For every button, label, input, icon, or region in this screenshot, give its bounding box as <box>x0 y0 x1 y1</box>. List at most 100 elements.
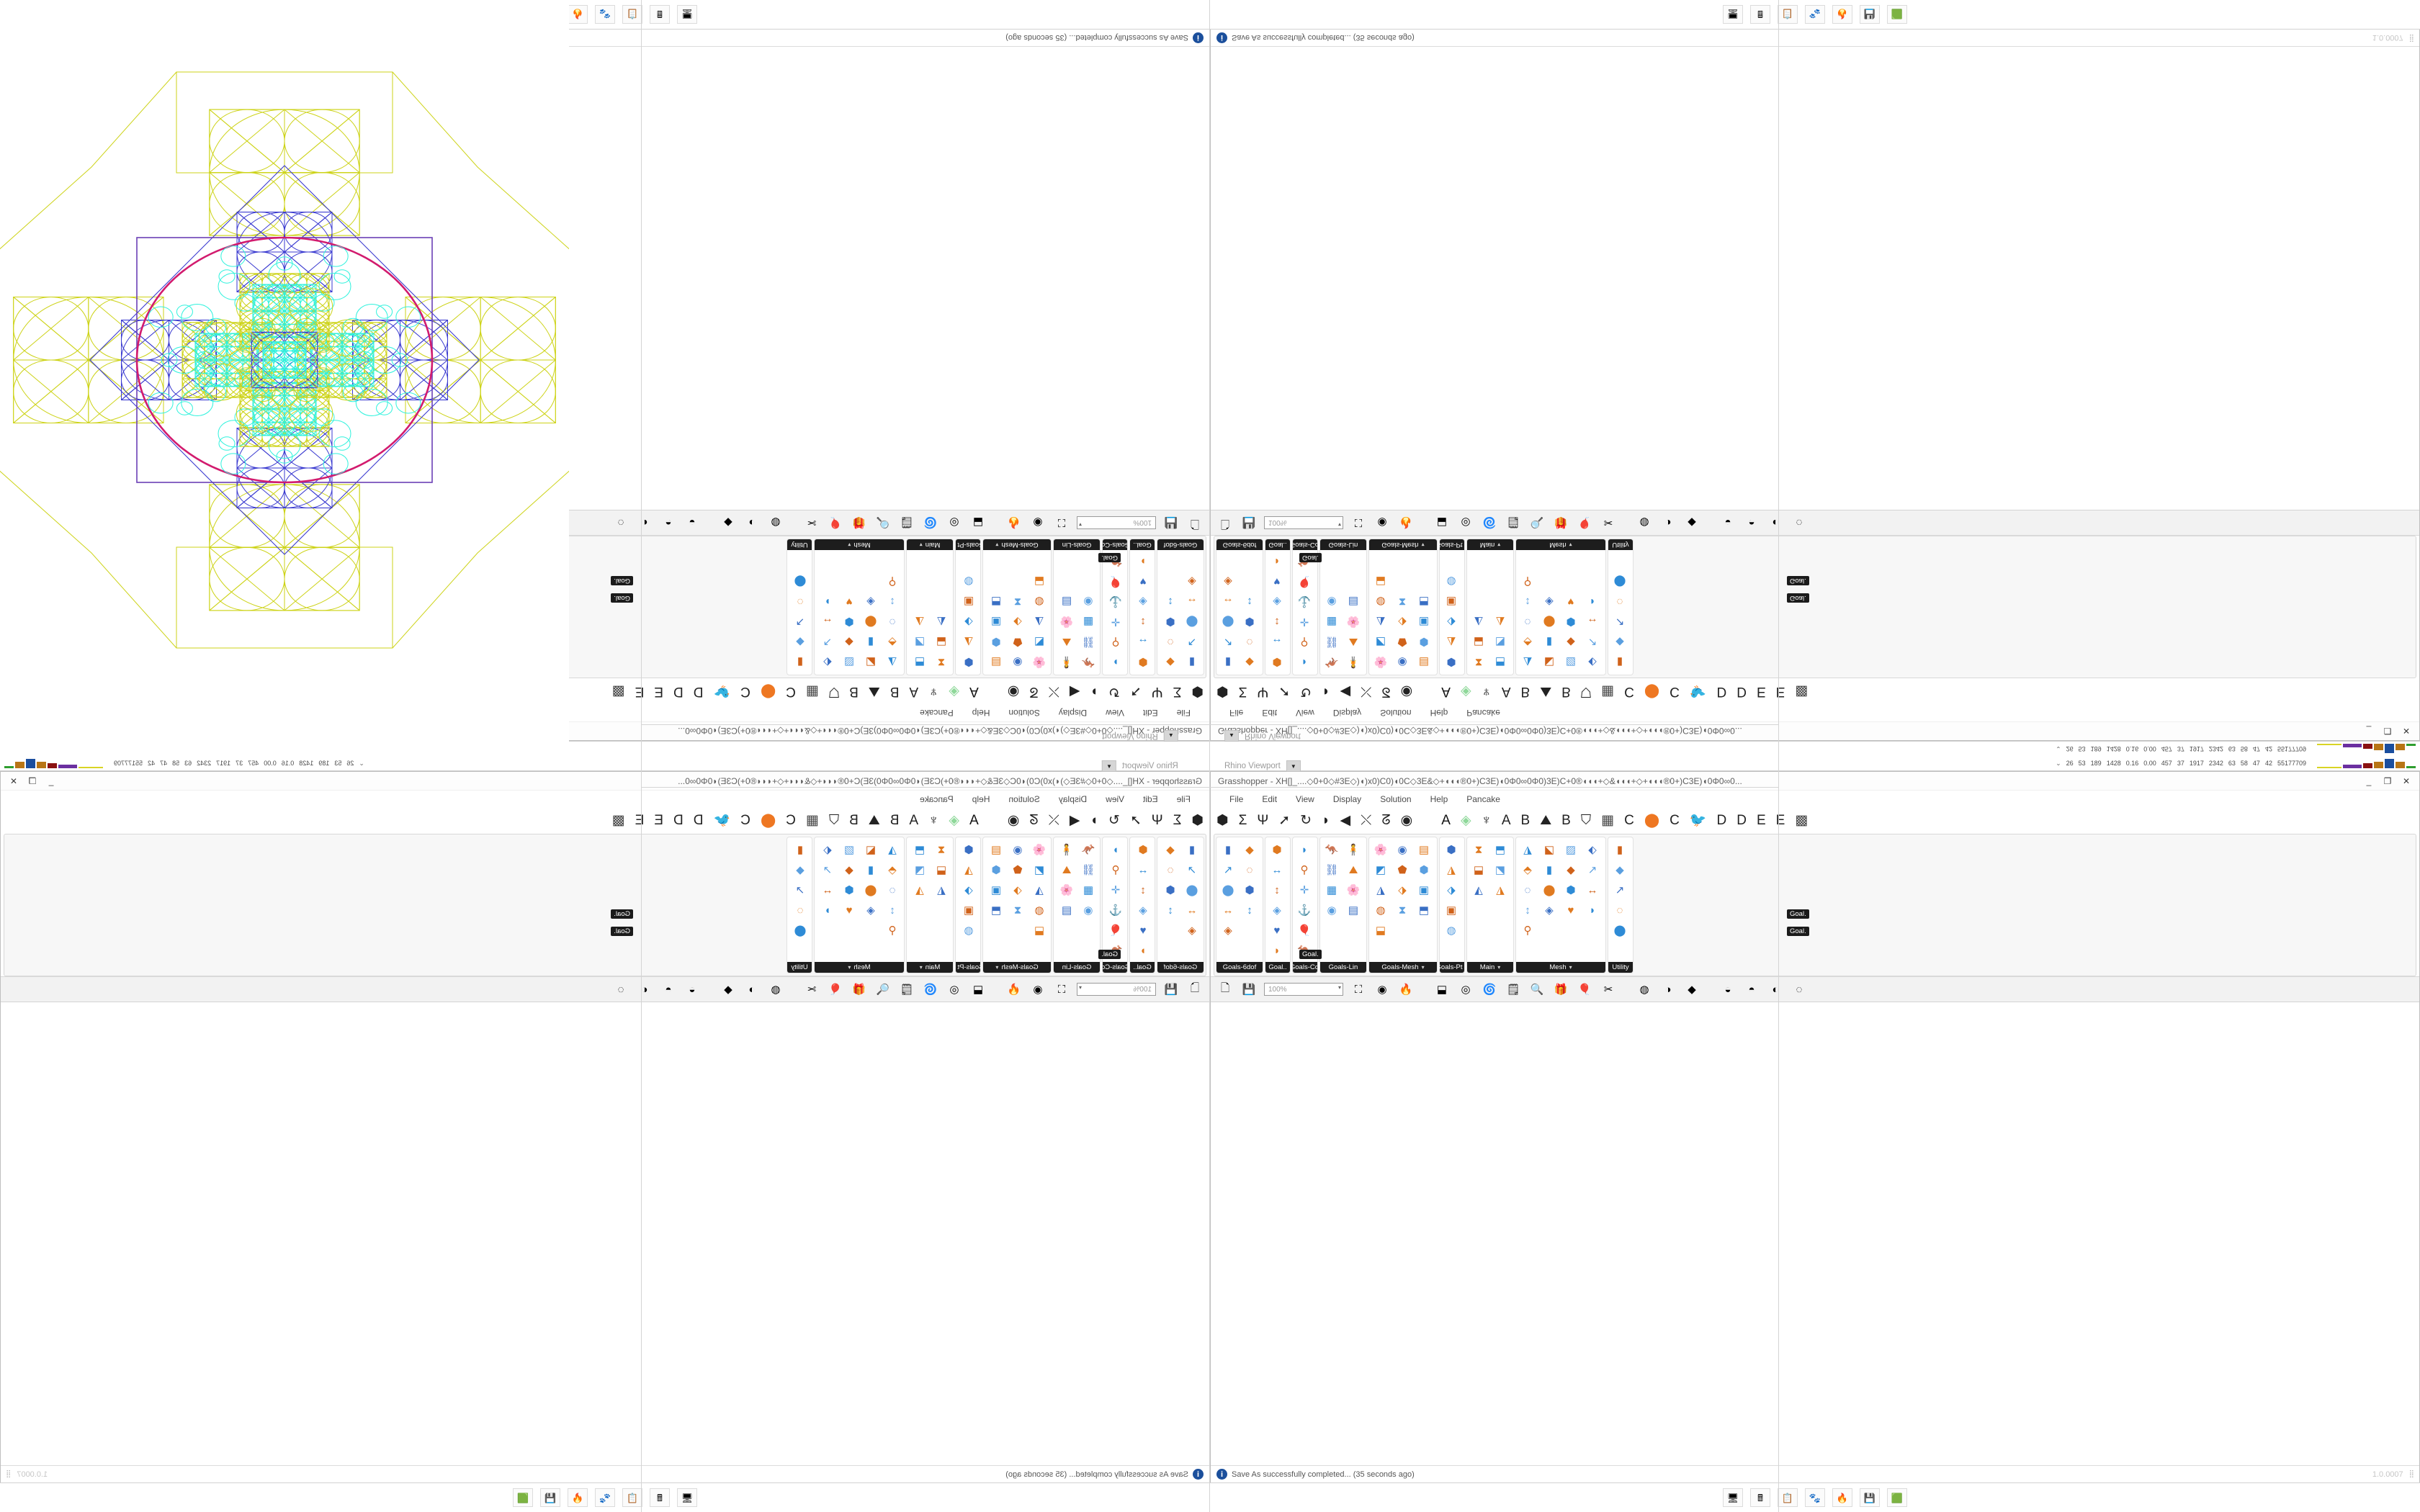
component-icon[interactable]: ◮ <box>1523 656 1532 668</box>
matrix-icon[interactable]: ▩ <box>611 684 625 700</box>
palette-floating-chip[interactable]: Goal. <box>611 593 633 603</box>
component-icon[interactable]: 🌸 <box>1032 844 1047 856</box>
component-icon[interactable]: ↕ <box>1274 616 1280 629</box>
component-icon[interactable]: ◮ <box>915 884 924 896</box>
bird-icon[interactable]: 🐦 <box>1689 812 1707 828</box>
menu-item-file[interactable]: File <box>1176 708 1191 718</box>
maths-icon[interactable]: Σ <box>1173 812 1182 828</box>
palette-tab-goals-pt[interactable]: Goals-Pt▾ <box>956 962 980 973</box>
component-icon[interactable]: ♥ <box>1139 575 1147 588</box>
vector-icon[interactable]: ➚ <box>1129 812 1142 828</box>
cluster-icon[interactable]: ◎ <box>949 516 959 528</box>
component-icon[interactable]: ♥ <box>1273 575 1281 588</box>
component-icon[interactable]: ◍ <box>1376 595 1386 608</box>
component-icon[interactable]: ◗ <box>1301 656 1308 669</box>
component-icon[interactable]: ◆ <box>1245 656 1254 668</box>
component-icon[interactable]: ↗ <box>1615 884 1625 896</box>
preview-icon[interactable]: ◉ <box>1033 516 1043 528</box>
viewport-arrow-icon[interactable]: ▼ <box>1102 760 1116 772</box>
matrix-icon[interactable]: ▩ <box>1795 684 1809 700</box>
rhino-viewport-bottom-right[interactable] <box>0 0 569 756</box>
component-icon[interactable]: 🎈 <box>1108 924 1123 937</box>
component-icon[interactable]: ⬤ <box>1186 884 1198 896</box>
minimize-button[interactable]: _ <box>2366 726 2372 737</box>
palette-floating-chip[interactable]: Goal. <box>1787 593 1809 603</box>
taskbar-firefox-icon[interactable]: 🔥 <box>1832 1488 1852 1507</box>
viewport-tab-tl[interactable]: ▲ Rhino Viewport <box>1102 730 1178 742</box>
gha-icon[interactable]: 🌀 <box>1482 984 1497 996</box>
component-icon[interactable]: ↕ <box>1168 904 1173 917</box>
chevron-down-icon[interactable]: ⌄ <box>2056 759 2061 767</box>
component-icon[interactable]: 🌸 <box>1373 656 1388 668</box>
marquee-icon[interactable]: ◌ <box>1796 516 1803 529</box>
palette-tab-expand-icon[interactable]: ▾ <box>995 964 999 971</box>
component-icon[interactable]: ◩ <box>1375 636 1386 648</box>
component-icon[interactable]: ↔ <box>822 883 833 896</box>
chevron-down-icon[interactable]: ▾ <box>1079 521 1083 528</box>
component-icon[interactable]: ◉ <box>1327 595 1337 608</box>
component-icon[interactable]: ⧗ <box>1013 595 1022 608</box>
component-icon[interactable]: ✛ <box>1299 884 1309 896</box>
tab-d2-icon[interactable]: D <box>673 684 684 700</box>
params-icon[interactable]: ⬢ <box>1216 684 1229 700</box>
tab-b2-icon[interactable]: B <box>849 812 859 828</box>
component-icon[interactable]: ⬢ <box>1446 844 1456 856</box>
component-icon[interactable]: ⚲ <box>888 575 897 588</box>
component-icon[interactable]: ↗ <box>1587 636 1597 648</box>
component-icon[interactable]: ⬢ <box>1419 864 1429 876</box>
component-icon[interactable]: ◈ <box>1188 924 1196 937</box>
menu-item-edit[interactable]: Edit <box>1262 708 1278 718</box>
component-icon[interactable]: ◗ <box>1589 904 1596 917</box>
component-icon[interactable]: ◈ <box>1224 924 1232 937</box>
component-icon[interactable]: ▤ <box>990 656 1002 668</box>
component-icon[interactable]: ↔ <box>1186 595 1198 608</box>
palette-tab-goals-lin[interactable]: Goals-Lin <box>1054 539 1100 550</box>
component-icon[interactable]: ▮ <box>867 864 874 876</box>
palette-tab-goals-pt[interactable]: Goals-Pt▾ <box>1440 962 1464 973</box>
component-icon[interactable]: ↗ <box>1223 864 1233 876</box>
component-icon[interactable]: ◍ <box>1376 904 1386 917</box>
component-icon[interactable]: ▤ <box>1061 904 1072 917</box>
menu-item-solution[interactable]: Solution <box>1008 708 1040 718</box>
gift-icon[interactable]: 🎁 <box>1554 984 1568 996</box>
marquee-icon[interactable]: ◌ <box>1796 983 1803 996</box>
component-icon[interactable]: ◌ <box>1167 863 1174 876</box>
component-icon[interactable]: ⬓ <box>1473 864 1484 876</box>
component-icon[interactable]: ⧗ <box>1398 904 1407 917</box>
taskbar-calculator-icon[interactable]: 🖩 <box>650 1488 670 1507</box>
component-icon[interactable]: ◍ <box>1034 904 1044 917</box>
taskbar-terminal-icon[interactable]: 🖥 <box>677 1488 697 1507</box>
palette-tab-goals-col[interactable]: Goals-Col <box>1103 962 1127 973</box>
component-icon[interactable]: ⬓ <box>1375 575 1386 588</box>
component-icon[interactable]: ◮ <box>1035 616 1044 628</box>
component-icon[interactable]: ◭ <box>1474 884 1483 896</box>
resize-grip-icon[interactable]: ⣿ <box>2408 34 2414 42</box>
component-icon[interactable]: ⬤ <box>1186 616 1198 628</box>
component-icon[interactable]: ⬢ <box>991 636 1001 648</box>
chevron-down-icon[interactable]: ⌄ <box>359 759 364 767</box>
component-icon[interactable]: ▮ <box>797 656 804 668</box>
component-icon[interactable]: ⛓ <box>1325 636 1339 648</box>
palette-tab-expand-icon[interactable]: ▾ <box>1569 964 1572 971</box>
taskbar-notepad-icon[interactable]: 📋 <box>622 5 642 24</box>
tab-c2-icon[interactable]: C <box>740 812 750 828</box>
shaded-icon[interactable]: 🔥 <box>1007 516 1021 528</box>
component-icon[interactable]: ◍ <box>1446 575 1456 588</box>
tab-e-icon[interactable]: E <box>1756 684 1766 700</box>
component-icon[interactable]: ▤ <box>1061 595 1072 608</box>
component-icon[interactable]: ⬢ <box>1165 616 1175 628</box>
palette-floating-chip[interactable]: Goal. <box>1299 950 1322 959</box>
component-icon[interactable]: ◩ <box>1034 864 1045 876</box>
component-icon[interactable]: ⚲ <box>1523 924 1532 937</box>
palette-floating-chip[interactable]: Goal. <box>1787 927 1809 936</box>
component-icon[interactable]: ⚓ <box>1108 595 1123 608</box>
menu-item-solution[interactable]: Solution <box>1380 708 1412 718</box>
component-icon[interactable]: ⬖ <box>823 656 832 668</box>
component-icon[interactable]: ◉ <box>1013 656 1023 668</box>
component-icon[interactable]: ◆ <box>1615 864 1624 876</box>
search-icon[interactable]: 🔍 <box>876 516 890 528</box>
component-icon[interactable]: 🌸 <box>1346 616 1361 628</box>
component-icon[interactable]: ⛰ <box>1348 863 1358 876</box>
component-icon[interactable]: 🌸 <box>1059 884 1074 896</box>
resize-grip-icon[interactable]: ⣿ <box>2408 1470 2414 1478</box>
